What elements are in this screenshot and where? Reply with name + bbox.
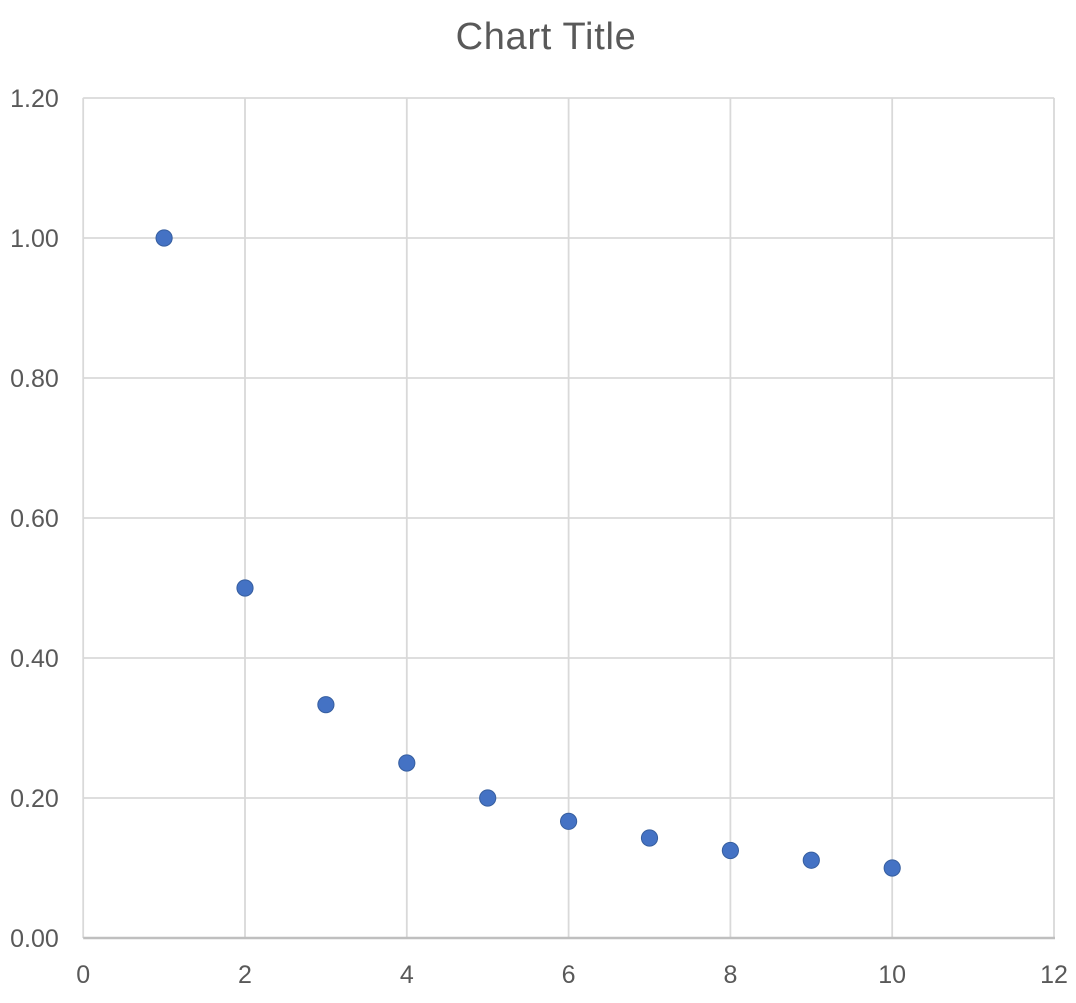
svg-text:2: 2 — [238, 961, 252, 989]
svg-text:1.00: 1.00 — [10, 225, 59, 253]
svg-text:1.20: 1.20 — [10, 85, 59, 113]
svg-text:0.60: 0.60 — [10, 505, 59, 533]
svg-text:0: 0 — [76, 961, 90, 989]
svg-text:Chart Title: Chart Title — [456, 16, 637, 58]
svg-text:0.40: 0.40 — [10, 645, 59, 673]
svg-text:0.80: 0.80 — [10, 365, 59, 393]
svg-text:12: 12 — [1040, 961, 1068, 989]
svg-text:4: 4 — [400, 961, 414, 989]
svg-text:0.20: 0.20 — [10, 785, 59, 813]
svg-text:8: 8 — [723, 961, 737, 989]
svg-text:10: 10 — [878, 961, 906, 989]
svg-text:6: 6 — [562, 961, 576, 989]
svg-text:0.00: 0.00 — [10, 925, 59, 953]
